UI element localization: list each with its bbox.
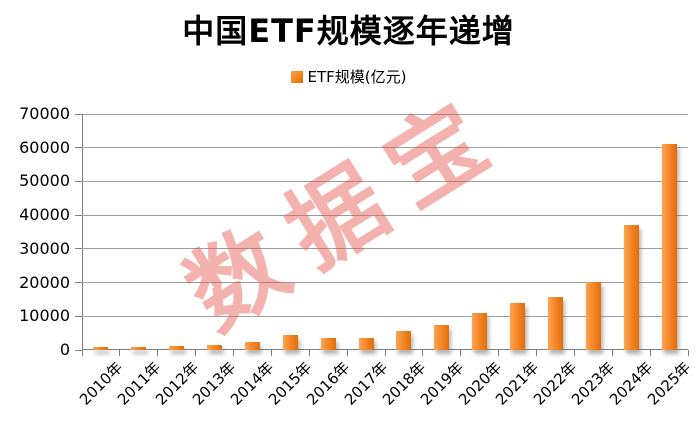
bar-2018年 bbox=[396, 331, 412, 350]
bar-2017年 bbox=[358, 337, 374, 350]
y-axis-label: 70000 bbox=[19, 104, 70, 123]
x-tick bbox=[498, 350, 500, 356]
bar-2014年 bbox=[244, 341, 260, 350]
x-tick bbox=[308, 350, 310, 356]
x-tick bbox=[270, 350, 272, 356]
y-axis-label: 10000 bbox=[19, 306, 70, 326]
bar-2019年 bbox=[434, 325, 450, 350]
bar-2022年 bbox=[547, 296, 563, 350]
gridline bbox=[82, 180, 688, 182]
x-tick bbox=[233, 350, 234, 356]
y-axis-label: 20000 bbox=[19, 272, 70, 292]
bar-2021年 bbox=[510, 302, 526, 350]
y-axis-line bbox=[82, 114, 83, 350]
gridline bbox=[82, 214, 688, 216]
bar-2023年 bbox=[585, 281, 601, 350]
y-tick bbox=[75, 113, 82, 115]
y-tick bbox=[75, 349, 82, 351]
x-tick bbox=[81, 350, 83, 356]
y-axis-label: 30000 bbox=[19, 238, 70, 258]
bar-2016年 bbox=[320, 337, 336, 350]
bar-2013年 bbox=[207, 344, 223, 350]
y-tick bbox=[75, 315, 82, 317]
bar-2020年 bbox=[472, 312, 488, 350]
x-tick bbox=[460, 350, 462, 356]
y-tick bbox=[75, 180, 82, 182]
plot-area: 0 10000 20000 30000 40000 50000 60000 70000 2010… bbox=[19, 104, 694, 409]
x-axis-line bbox=[82, 349, 688, 350]
y-axis-label: 60000 bbox=[19, 137, 70, 157]
x-tick bbox=[536, 350, 537, 356]
x-tick bbox=[346, 350, 348, 356]
gridline bbox=[82, 315, 688, 317]
y-tick bbox=[75, 248, 82, 250]
x-tick bbox=[422, 350, 424, 356]
x-tick bbox=[195, 350, 197, 356]
gridline bbox=[82, 248, 688, 250]
x-tick bbox=[384, 350, 386, 356]
y-tick bbox=[75, 147, 82, 149]
bar-2011年 bbox=[131, 347, 147, 350]
x-tick bbox=[157, 350, 159, 356]
y-tick bbox=[75, 282, 82, 284]
y-axis-label: 40000 bbox=[19, 205, 70, 225]
legend-square-icon bbox=[290, 70, 303, 83]
y-axis-label: 0 bbox=[59, 340, 70, 359]
x-tick bbox=[687, 350, 689, 356]
bar-2024年 bbox=[623, 224, 639, 350]
chart-title: 中国ETF规模逐年递增 bbox=[182, 12, 515, 50]
legend-label: ETF规模(亿元) bbox=[307, 68, 407, 86]
x-tick bbox=[611, 350, 613, 356]
x-tick bbox=[573, 350, 575, 356]
x-tick bbox=[119, 350, 121, 356]
y-tick bbox=[75, 214, 82, 216]
legend: ETF规模(亿元) bbox=[0, 66, 697, 87]
y-axis-label: 50000 bbox=[19, 171, 70, 191]
bar-2012年 bbox=[169, 345, 185, 350]
bar-2015年 bbox=[282, 335, 298, 350]
gridline bbox=[82, 147, 688, 149]
x-tick bbox=[649, 350, 651, 356]
bar-2010年 bbox=[93, 347, 109, 350]
gridline bbox=[82, 282, 688, 284]
gridline bbox=[82, 113, 688, 115]
bar-2025年 bbox=[661, 144, 677, 350]
